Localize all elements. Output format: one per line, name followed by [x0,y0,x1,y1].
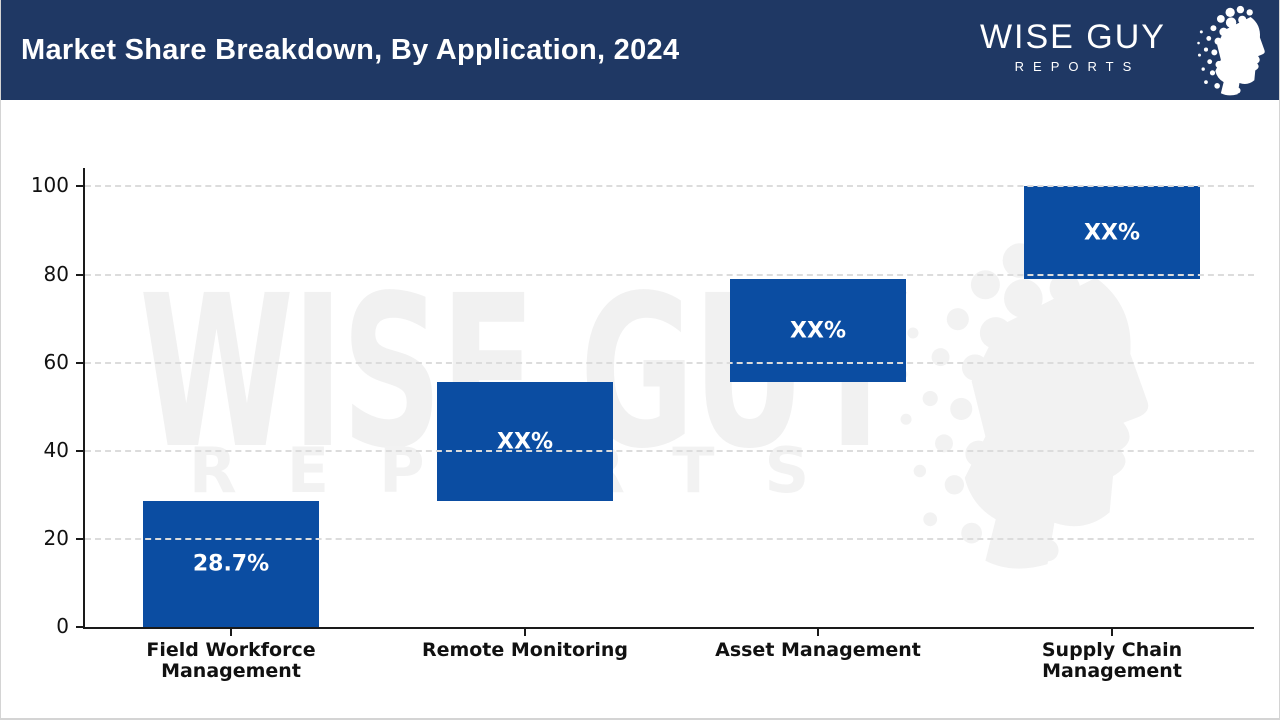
bar-segment [730,278,906,383]
bar-segment [1024,186,1200,279]
x-axis-line [83,627,1254,629]
gridline [85,449,1254,452]
y-tick-mark [76,361,85,364]
x-category-label: Asset Management [715,639,921,661]
logo-face-icon [1197,5,1265,96]
bar-value-label: 28.7% [192,551,270,577]
y-tick-label: 80 [43,261,69,286]
logo-wordmark: WISE GUY [979,18,1166,56]
x-tick-mark [524,627,526,636]
logo-subtitle: REPORTS [1014,59,1141,74]
y-tick-label: 0 [56,614,69,638]
x-category-label: Remote Monitoring [421,639,629,661]
gridline [85,361,1254,364]
y-tick-mark [76,537,85,540]
bar-value-label: XX% [790,318,846,344]
gridline [85,273,1254,276]
y-tick-label: 40 [43,437,69,462]
gridline [85,537,1254,540]
x-tick-mark [230,627,232,636]
brand-logo: WISE GUY REPORTS [980,0,1271,100]
x-tick-mark [817,627,819,636]
y-tick-label: 60 [43,349,69,374]
bar-segment [143,500,319,627]
bar-segment [437,382,613,501]
y-tick-mark [76,449,85,452]
x-category-label: Field Workforce Management [146,639,316,682]
gridline [85,185,1254,188]
chart-area: 0 20 40 60 80 100 28.7% Field Workforce Managem… [1,100,1279,718]
y-tick-mark [76,626,85,628]
y-tick-label: 100 [30,173,69,198]
header-bar: Market Share Breakdown, By Application, … [1,0,1279,100]
y-axis-line [83,168,85,629]
page-title: Market Share Breakdown, By Application, … [21,33,680,66]
y-tick-mark [76,185,85,188]
x-category-label: Supply Chain Management [1041,639,1183,682]
y-tick-label: 20 [43,525,69,550]
y-tick-mark [76,273,85,276]
bar-value-label: XX% [1084,220,1140,246]
x-tick-mark [1111,627,1113,636]
